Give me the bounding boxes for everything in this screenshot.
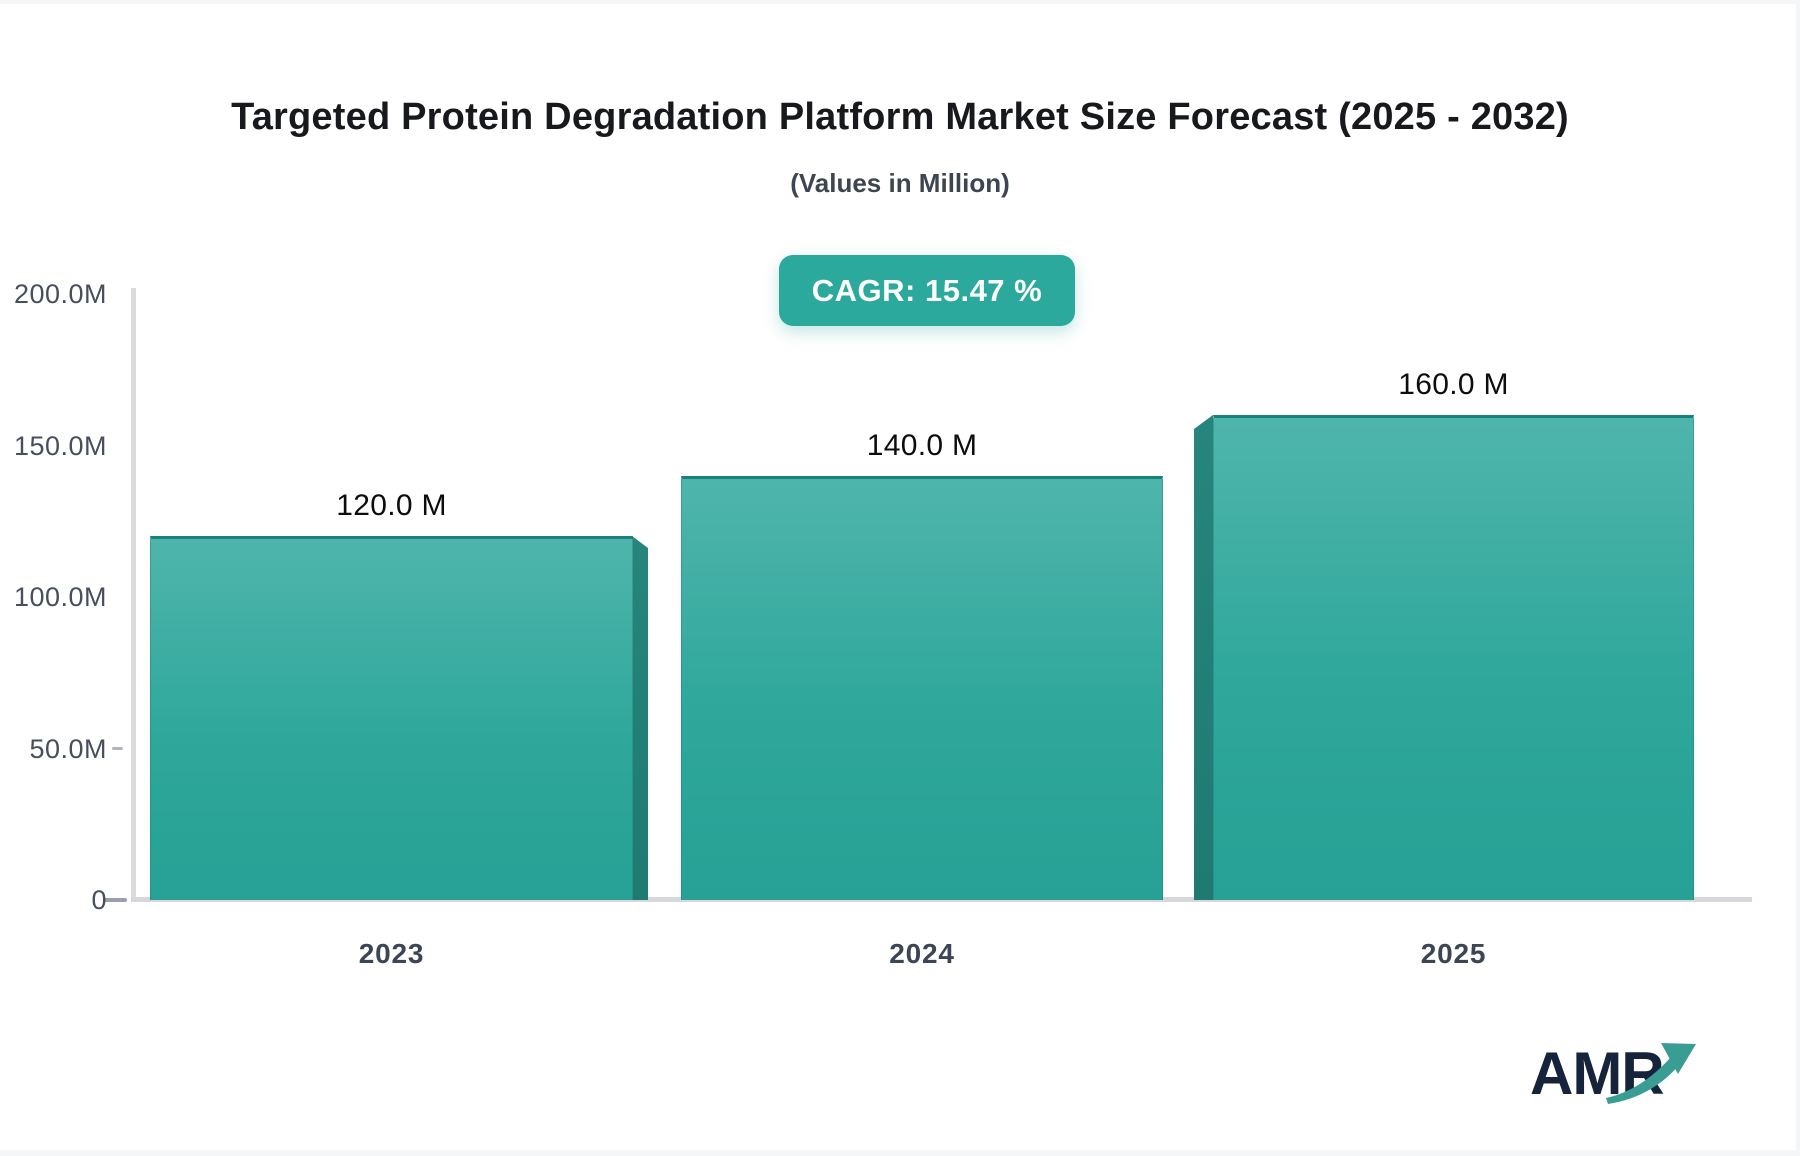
- bar-2025: [1213, 415, 1694, 900]
- y-tick-label: 150.0M: [13, 431, 107, 461]
- bar-side-face-2023: [632, 536, 648, 900]
- y-tick-mark-0: [104, 898, 127, 902]
- page-edge-strip-bottom: [0, 1150, 1800, 1156]
- bar-2024: [681, 476, 1163, 900]
- amr-logo: AMR: [1522, 1030, 1722, 1114]
- amr-logo-graphic: AMR: [1530, 1040, 1696, 1107]
- bar-value-label-2024: 140.0 M: [866, 429, 978, 462]
- bar-side-face-2025: [1194, 415, 1213, 900]
- chart-title: Targeted Protein Degradation Platform Ma…: [231, 96, 1569, 138]
- y-tick-label: 0: [91, 885, 107, 915]
- x-tick-label-2023: 2023: [358, 938, 425, 969]
- cagr-badge: CAGR: 15.47 %: [779, 255, 1075, 326]
- page-edge-strip-top: [0, 0, 1800, 4]
- y-tick-label: 100.0M: [13, 582, 107, 612]
- chart-subtitle: (Values in Million): [790, 168, 1010, 198]
- page-edge-strip-right: [1796, 0, 1800, 1156]
- x-tick-label-2024: 2024: [889, 938, 955, 969]
- x-tick-label-2025: 2025: [1420, 938, 1487, 969]
- growth-arrow-icon: [1606, 1057, 1680, 1104]
- bar-2023: [150, 536, 633, 900]
- amr-logo-text: AMR: [1530, 1040, 1664, 1107]
- y-tick-label: 200.0M: [13, 279, 107, 309]
- bar-value-label-2023: 120.0 M: [336, 489, 447, 522]
- bar-value-label-2025: 160.0 M: [1398, 368, 1509, 401]
- growth-arrow-head-icon: [1661, 1043, 1696, 1074]
- y-tick-label: 50.0M: [29, 734, 107, 764]
- y-tick-mark-50: [112, 747, 123, 750]
- y-axis-line: [131, 288, 136, 902]
